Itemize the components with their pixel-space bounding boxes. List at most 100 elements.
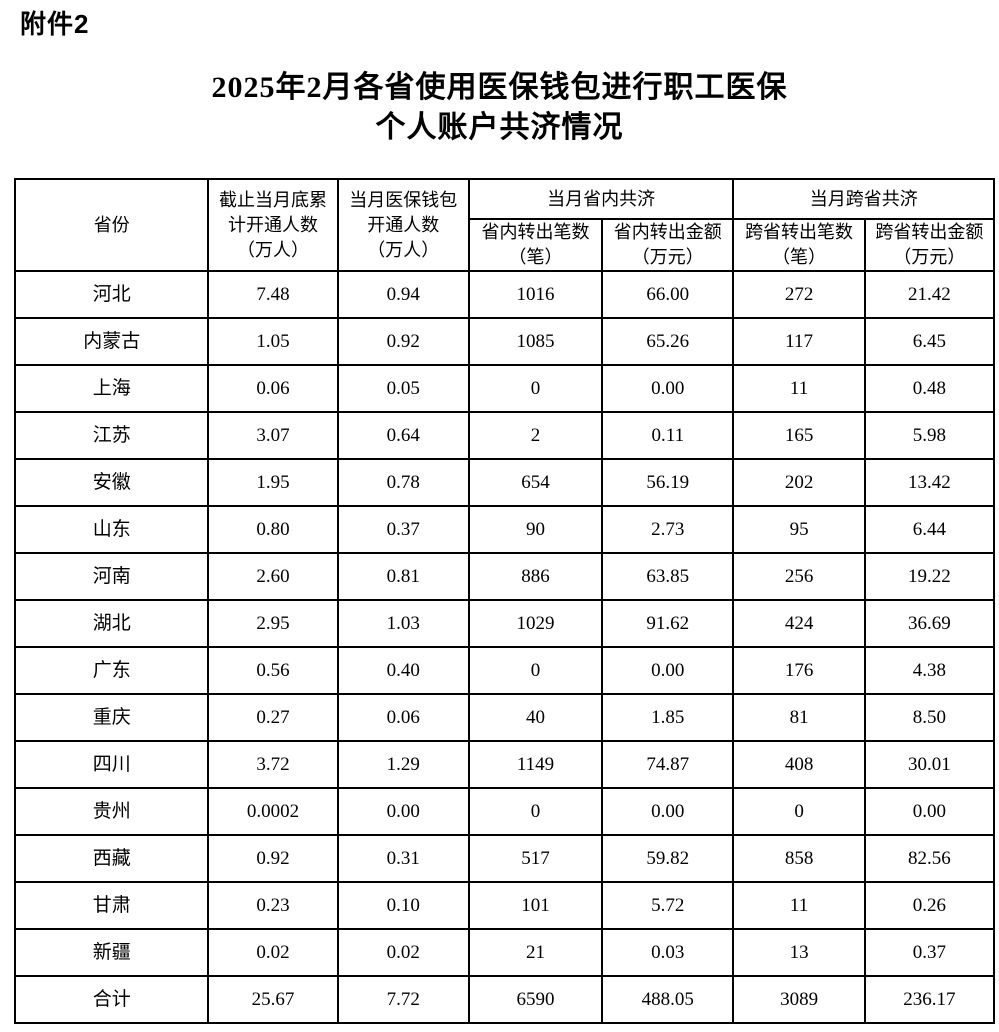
cell-province: 重庆 [13,693,210,742]
table-row: 安徽 1.95 0.78 654 56.19 202 13.42 [13,458,996,507]
cell-intra-count: 101 [467,881,604,930]
cell-intra-amount: 0.00 [601,646,735,695]
document-title: 2025年2月各省使用医保钱包进行职工医保 个人账户共济情况 [0,68,999,148]
cell-cumulative: 0.0002 [207,787,339,836]
cell-intra-amount: 488.05 [601,975,735,1024]
cell-monthly: 0.05 [336,364,470,413]
cell-intra-amount: 5.72 [601,881,735,930]
cell-intra-amount: 0.03 [601,928,735,977]
cell-cross-count: 3089 [732,975,866,1024]
table-header: 省份 截止当月底累 计开通人数 （万人） 当月医保钱包 开通人数 （万人） 当月… [13,178,996,272]
cell-cumulative: 0.80 [207,505,339,554]
cell-intra-count: 0 [467,646,604,695]
cell-intra-count: 517 [467,834,604,883]
cell-cumulative: 0.56 [207,646,339,695]
table-row: 甘肃 0.23 0.10 101 5.72 11 0.26 [13,881,996,930]
table-row: 广东 0.56 0.40 0 0.00 176 4.38 [13,646,996,695]
cell-province: 合计 [13,975,210,1024]
header-monthly-wallet-opened: 当月医保钱包 开通人数 （万人） [336,178,470,272]
cell-cross-amount: 4.38 [863,646,996,695]
cell-cross-amount: 13.42 [863,458,996,507]
attachment-label: 附件2 [20,9,90,39]
table-row: 河南 2.60 0.81 886 63.85 256 19.22 [13,552,996,601]
cell-cross-count: 117 [732,317,866,366]
cell-province: 四川 [13,740,210,789]
header-province: 省份 [13,178,210,272]
cell-cross-amount: 19.22 [863,552,996,601]
cell-intra-amount: 65.26 [601,317,735,366]
cell-cross-amount: 8.50 [863,693,996,742]
cell-cross-count: 13 [732,928,866,977]
table-row: 上海 0.06 0.05 0 0.00 11 0.48 [13,364,996,413]
cell-monthly: 0.81 [336,552,470,601]
cell-cross-count: 256 [732,552,866,601]
cell-province: 山东 [13,505,210,554]
cell-monthly: 0.10 [336,881,470,930]
table-body: 河北 7.48 0.94 1016 66.00 272 21.42 内蒙古 1.05 0.92 10… [13,270,996,1024]
cell-cross-count: 858 [732,834,866,883]
cell-cumulative: 0.02 [207,928,339,977]
cell-monthly: 0.37 [336,505,470,554]
cell-cross-count: 0 [732,787,866,836]
cell-cumulative: 7.48 [207,270,339,319]
cell-intra-amount: 74.87 [601,740,735,789]
cell-cross-count: 202 [732,458,866,507]
cell-monthly: 0.00 [336,787,470,836]
cell-cross-amount: 6.45 [863,317,996,366]
cell-monthly: 0.02 [336,928,470,977]
cell-cross-amount: 82.56 [863,834,996,883]
cell-cumulative: 25.67 [207,975,339,1024]
cell-province: 广东 [13,646,210,695]
cell-cross-amount: 5.98 [863,411,996,460]
cell-cumulative: 1.95 [207,458,339,507]
document-title-line-1: 2025年2月各省使用医保钱包进行职工医保 [211,71,788,104]
cell-cross-amount: 0.37 [863,928,996,977]
cell-cumulative: 0.92 [207,834,339,883]
cell-monthly: 7.72 [336,975,470,1024]
cell-cross-amount: 236.17 [863,975,996,1024]
cell-cumulative: 2.95 [207,599,339,648]
header-intra-transfer-count: 省内转出笔数 （笔） [467,218,604,272]
cell-intra-count: 1149 [467,740,604,789]
header-row-groups: 省份 截止当月底累 计开通人数 （万人） 当月医保钱包 开通人数 （万人） 当月… [13,178,995,272]
table-row: 贵州 0.0002 0.00 0 0.00 0 0.00 [13,787,996,836]
document-title-line-2: 个人账户共济情况 [375,111,624,144]
cell-intra-count: 886 [467,552,604,601]
header-row-subcolumns: 省内转出笔数 （笔） 省内转出金额 （万元） 跨省转出笔数 （笔） 跨省转出金额… [15,218,996,272]
table-row: 山东 0.80 0.37 90 2.73 95 6.44 [13,505,996,554]
cell-intra-amount: 0.00 [601,364,735,413]
cell-cumulative: 0.06 [207,364,339,413]
cell-intra-count: 6590 [467,975,604,1024]
table-row: 西藏 0.92 0.31 517 59.82 858 82.56 [13,834,996,883]
cell-cross-amount: 6.44 [863,505,996,554]
header-cross-transfer-amount: 跨省转出金额 （万元） [863,218,996,272]
header-intra-transfer-amount: 省内转出金额 （万元） [601,218,735,272]
cell-monthly: 1.29 [336,740,470,789]
cell-intra-amount: 91.62 [601,599,735,648]
cell-monthly: 0.31 [336,834,470,883]
table-row: 新疆 0.02 0.02 21 0.03 13 0.37 [13,928,996,977]
cell-province: 安徽 [13,458,210,507]
cell-intra-count: 0 [467,364,604,413]
cell-cross-count: 424 [732,599,866,648]
cell-cross-count: 11 [732,881,866,930]
cell-province: 西藏 [13,834,210,883]
cell-intra-amount: 1.85 [601,693,735,742]
cell-cumulative: 0.23 [207,881,339,930]
cell-cross-count: 176 [732,646,866,695]
header-intra-province-group: 当月省内共济 [467,178,735,220]
cell-cross-amount: 21.42 [863,270,996,319]
cell-province: 河北 [13,270,210,319]
cell-intra-count: 21 [467,928,604,977]
cell-monthly: 0.64 [336,411,470,460]
cell-province: 内蒙古 [13,317,210,366]
cell-intra-count: 0 [467,787,604,836]
cell-monthly: 0.78 [336,458,470,507]
cell-cross-amount: 0.26 [863,881,996,930]
cell-intra-amount: 2.73 [601,505,735,554]
cell-province: 甘肃 [13,881,210,930]
cell-intra-count: 1085 [467,317,604,366]
cell-province: 上海 [13,364,210,413]
header-cumulative-opened: 截止当月底累 计开通人数 （万人） [207,178,339,272]
